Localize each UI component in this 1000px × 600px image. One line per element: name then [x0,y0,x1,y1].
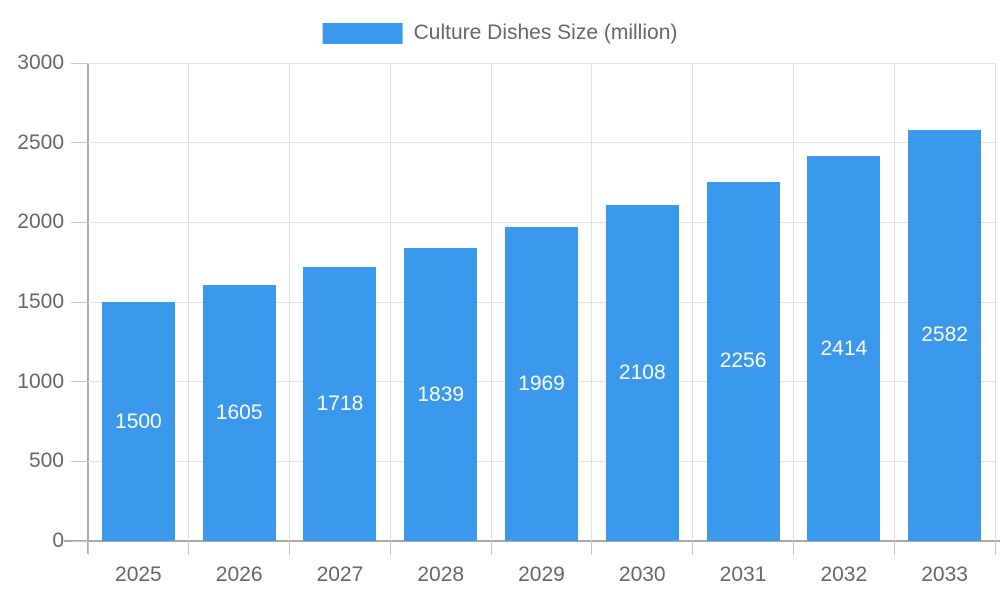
y-axis-tick [71,142,88,144]
bar-value-label: 1500 [115,409,162,433]
v-gridline [188,63,190,541]
x-tick-label: 2033 [921,563,968,586]
y-axis-tick [71,381,88,383]
y-tick-label: 1500 [17,290,64,313]
y-tick-label: 0 [52,529,64,552]
x-axis-tick [289,542,291,555]
x-axis-tick [389,542,391,555]
y-axis-line [87,63,89,554]
x-axis-tick [188,542,190,555]
plot-area: 1500 1605 1718 1839 1969 2108 2256 2414 2582 [88,62,996,541]
bar-2030[interactable]: 2108 [605,205,679,541]
x-tick-label: 2028 [417,563,465,586]
bar-value-label: 1839 [417,382,465,406]
v-gridline [792,63,794,541]
x-axis-tick [490,542,492,555]
y-tick-label: 500 [28,449,64,473]
bar-2029[interactable]: 1969 [505,227,578,541]
bar-2031[interactable]: 2256 [706,181,780,541]
bar-2026[interactable]: 1605 [202,285,276,541]
x-tick-label: 2030 [618,563,666,586]
bar-value-label: 2582 [921,323,968,347]
y-tick-label: 1000 [17,369,64,393]
v-gridline [389,63,391,541]
y-tick-label: 3000 [17,51,64,74]
bar-2027[interactable]: 1718 [303,267,377,541]
bar-value-label: 1969 [518,372,565,396]
h-gridline [88,62,995,64]
legend-label: Culture Dishes Size (million) [413,21,678,44]
h-gridline [88,142,995,144]
bar-2025[interactable]: 1500 [101,302,175,541]
bar-value-label: 2414 [820,336,868,360]
y-tick-label: 2500 [17,130,64,154]
h-gridline [88,221,995,223]
bar-2032[interactable]: 2414 [807,156,881,541]
v-gridline [994,63,996,541]
y-axis-tick [71,460,88,462]
v-gridline [591,63,593,541]
x-axis-tick [591,542,593,555]
bar-value-label: 2108 [618,361,666,385]
bar-value-label: 1605 [215,401,263,425]
v-gridline [490,63,492,541]
x-tick-label: 2032 [820,563,868,586]
x-axis-tick [87,542,89,555]
y-axis-tick [71,301,88,303]
x-tick-label: 2031 [719,563,767,586]
x-tick-label: 2026 [215,563,263,586]
x-axis-line [64,540,1000,542]
v-gridline [893,63,895,541]
legend-swatch [322,22,403,44]
v-gridline [692,63,694,541]
x-axis-tick [893,542,895,555]
x-axis-tick [692,542,694,555]
legend-item[interactable]: Culture Dishes Size (million) [322,21,678,45]
x-axis-tick [994,542,996,555]
v-gridline [289,63,291,541]
bar-2028[interactable]: 1839 [404,248,478,541]
bar-value-label: 2256 [719,349,767,373]
x-axis-tick [792,542,794,555]
bar-value-label: 1718 [316,392,364,416]
bar-2033[interactable]: 2582 [908,129,982,541]
y-axis-tick [71,221,88,223]
y-tick-label: 2000 [17,210,64,234]
x-tick-label: 2027 [316,563,364,586]
x-tick-label: 2025 [115,563,162,586]
y-axis-tick [71,62,88,64]
y-axis-tick [71,540,88,542]
x-tick-label: 2029 [518,563,565,586]
